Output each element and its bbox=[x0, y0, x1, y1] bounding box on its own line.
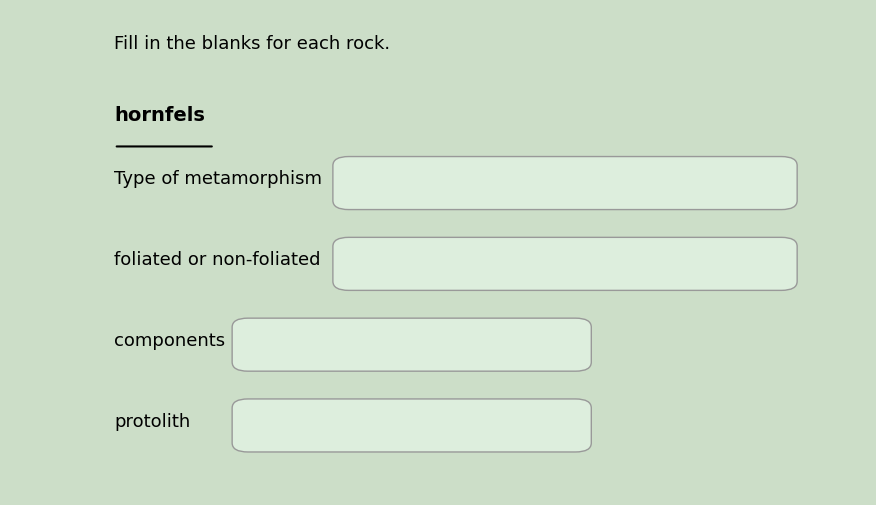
Text: hornfels: hornfels bbox=[114, 106, 205, 125]
FancyBboxPatch shape bbox=[232, 318, 591, 371]
Text: foliated or non-foliated: foliated or non-foliated bbox=[114, 251, 321, 269]
Text: components: components bbox=[114, 332, 225, 350]
Text: Fill in the blanks for each rock.: Fill in the blanks for each rock. bbox=[114, 35, 390, 54]
Text: Type of metamorphism: Type of metamorphism bbox=[114, 170, 321, 188]
FancyBboxPatch shape bbox=[333, 157, 797, 210]
FancyBboxPatch shape bbox=[333, 237, 797, 290]
Text: protolith: protolith bbox=[114, 413, 190, 431]
FancyBboxPatch shape bbox=[232, 399, 591, 452]
